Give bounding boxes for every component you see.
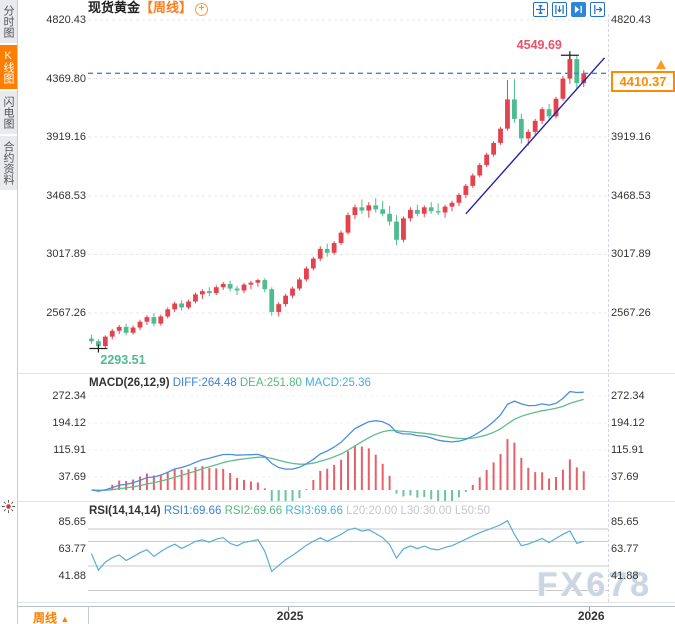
y-axis-label-left: 115.91 bbox=[53, 444, 86, 456]
y-axis-label-left: 3468.53 bbox=[46, 189, 86, 202]
rsi1-value: RSI1:69.66 bbox=[163, 505, 222, 517]
rsi-l20-value: L20:20.00 bbox=[346, 505, 398, 517]
fx678-watermark: FX678 bbox=[537, 566, 653, 604]
year-tick bbox=[287, 607, 289, 611]
y-axis-label-right: 3017.89 bbox=[611, 248, 651, 261]
y-axis-label-left: 194.12 bbox=[52, 417, 86, 429]
macd-rsi-divider bbox=[18, 501, 675, 502]
rsi-legend-title: RSI(14,14,14) bbox=[89, 505, 161, 517]
rsi-l30-value: L30:30.00 bbox=[400, 505, 452, 517]
y-axis-label-right: 272.34 bbox=[611, 390, 645, 402]
y-axis-label-right: 4820.43 bbox=[611, 14, 651, 27]
macd-macd-value: MACD:25.36 bbox=[305, 377, 371, 389]
sidebar-item-kline-chart[interactable]: K线图 bbox=[0, 45, 17, 89]
rsi3-value: RSI3:69.66 bbox=[285, 505, 343, 517]
last-price-pin-icon bbox=[656, 60, 666, 70]
y-axis-label-left: 3017.89 bbox=[46, 248, 86, 261]
macd-legend-title: MACD(26,12,9) bbox=[89, 377, 170, 389]
rsi-axis-label-left: 63.77 bbox=[58, 543, 86, 555]
play-forward-icon[interactable] bbox=[571, 2, 586, 17]
rsi-axis-label-left: 85.65 bbox=[58, 516, 86, 528]
y-axis-label-right: 3468.53 bbox=[611, 189, 651, 202]
y-axis-label-left: 4820.43 bbox=[46, 14, 86, 27]
add-indicator-icon[interactable]: + bbox=[195, 3, 209, 16]
y-axis-label-right: 115.91 bbox=[611, 444, 644, 456]
y-axis-label-left: 3919.16 bbox=[46, 131, 86, 144]
rsi-axis-label-right: 41.88 bbox=[611, 570, 639, 583]
plot-right-edge-gridline bbox=[608, 14, 609, 602]
high-price-annotation: 4549.69 bbox=[516, 38, 562, 53]
indicator-settings-sun-icon[interactable] bbox=[2, 500, 15, 516]
fit-range-icon[interactable] bbox=[552, 2, 567, 17]
y-axis-label-left: 4369.80 bbox=[46, 72, 86, 85]
y-axis-label-left: 37.69 bbox=[58, 471, 86, 483]
main-macd-divider bbox=[18, 373, 675, 374]
y-axis-label-right: 3919.16 bbox=[611, 131, 651, 144]
chart-type-sidebar: 分时图 K线图 闪电图 合约资料 bbox=[0, 0, 18, 624]
rsi-axis-label-right: 85.65 bbox=[611, 516, 639, 528]
sidebar-item-lightning-chart[interactable]: 闪电图 bbox=[0, 91, 17, 134]
year-tick bbox=[588, 607, 590, 611]
macd-plot[interactable] bbox=[88, 374, 608, 501]
last-price-tag: 4410.37 bbox=[611, 71, 675, 93]
macd-legend: MACD(26,12,9) DIFF:264.48 DEA:251.80 MAC… bbox=[89, 377, 371, 389]
tab-up-arrow-icon: ▲ bbox=[60, 614, 70, 624]
rsi-l50-value: L50:50 bbox=[454, 505, 490, 517]
crosshair-icon[interactable] bbox=[533, 2, 548, 17]
chart-toolbar bbox=[533, 2, 605, 17]
rsi-legend: RSI(14,14,14) RSI1:69.66 RSI2:69.66 RSI3… bbox=[89, 505, 490, 517]
year-label: 2026 bbox=[577, 609, 605, 623]
y-axis-label-right: 2567.26 bbox=[611, 306, 651, 319]
y-axis-label-left: 272.34 bbox=[52, 390, 86, 402]
main-candlestick-plot[interactable] bbox=[88, 14, 608, 372]
timeframe-label: 【周线】 bbox=[140, 0, 193, 15]
macd-diff-value: DIFF:264.48 bbox=[172, 377, 237, 389]
timeframe-tab-weekly[interactable]: 周线 ▲ bbox=[33, 611, 70, 624]
y-axis-label-left: 2567.26 bbox=[46, 306, 86, 319]
symbol-name: 现货黄金 bbox=[88, 0, 141, 15]
time-axis-footer: 周线 ▲ 2025 2026 bbox=[18, 606, 675, 624]
low-price-annotation: 2293.51 bbox=[100, 352, 146, 367]
macd-dea-value: DEA:251.80 bbox=[239, 377, 302, 389]
rsi-axis-label-right: 63.77 bbox=[611, 543, 639, 555]
rsi-axis-label-left: 41.88 bbox=[58, 570, 86, 583]
y-axis-label-right: 37.69 bbox=[611, 471, 639, 483]
exit-right-icon[interactable] bbox=[590, 2, 605, 17]
rsi-plot[interactable] bbox=[88, 502, 608, 602]
rsi2-value: RSI2:69.66 bbox=[224, 505, 283, 517]
rsi-bottom-divider bbox=[18, 602, 675, 603]
year-label: 2025 bbox=[276, 609, 304, 623]
sidebar-item-timeline-chart[interactable]: 分时图 bbox=[0, 0, 17, 43]
sidebar-item-contract-info[interactable]: 合约资料 bbox=[0, 136, 17, 190]
chart-title: 现货黄金【周线】 + bbox=[88, 0, 209, 16]
footer-divider bbox=[88, 607, 89, 624]
y-axis-label-right: 194.12 bbox=[611, 417, 645, 429]
